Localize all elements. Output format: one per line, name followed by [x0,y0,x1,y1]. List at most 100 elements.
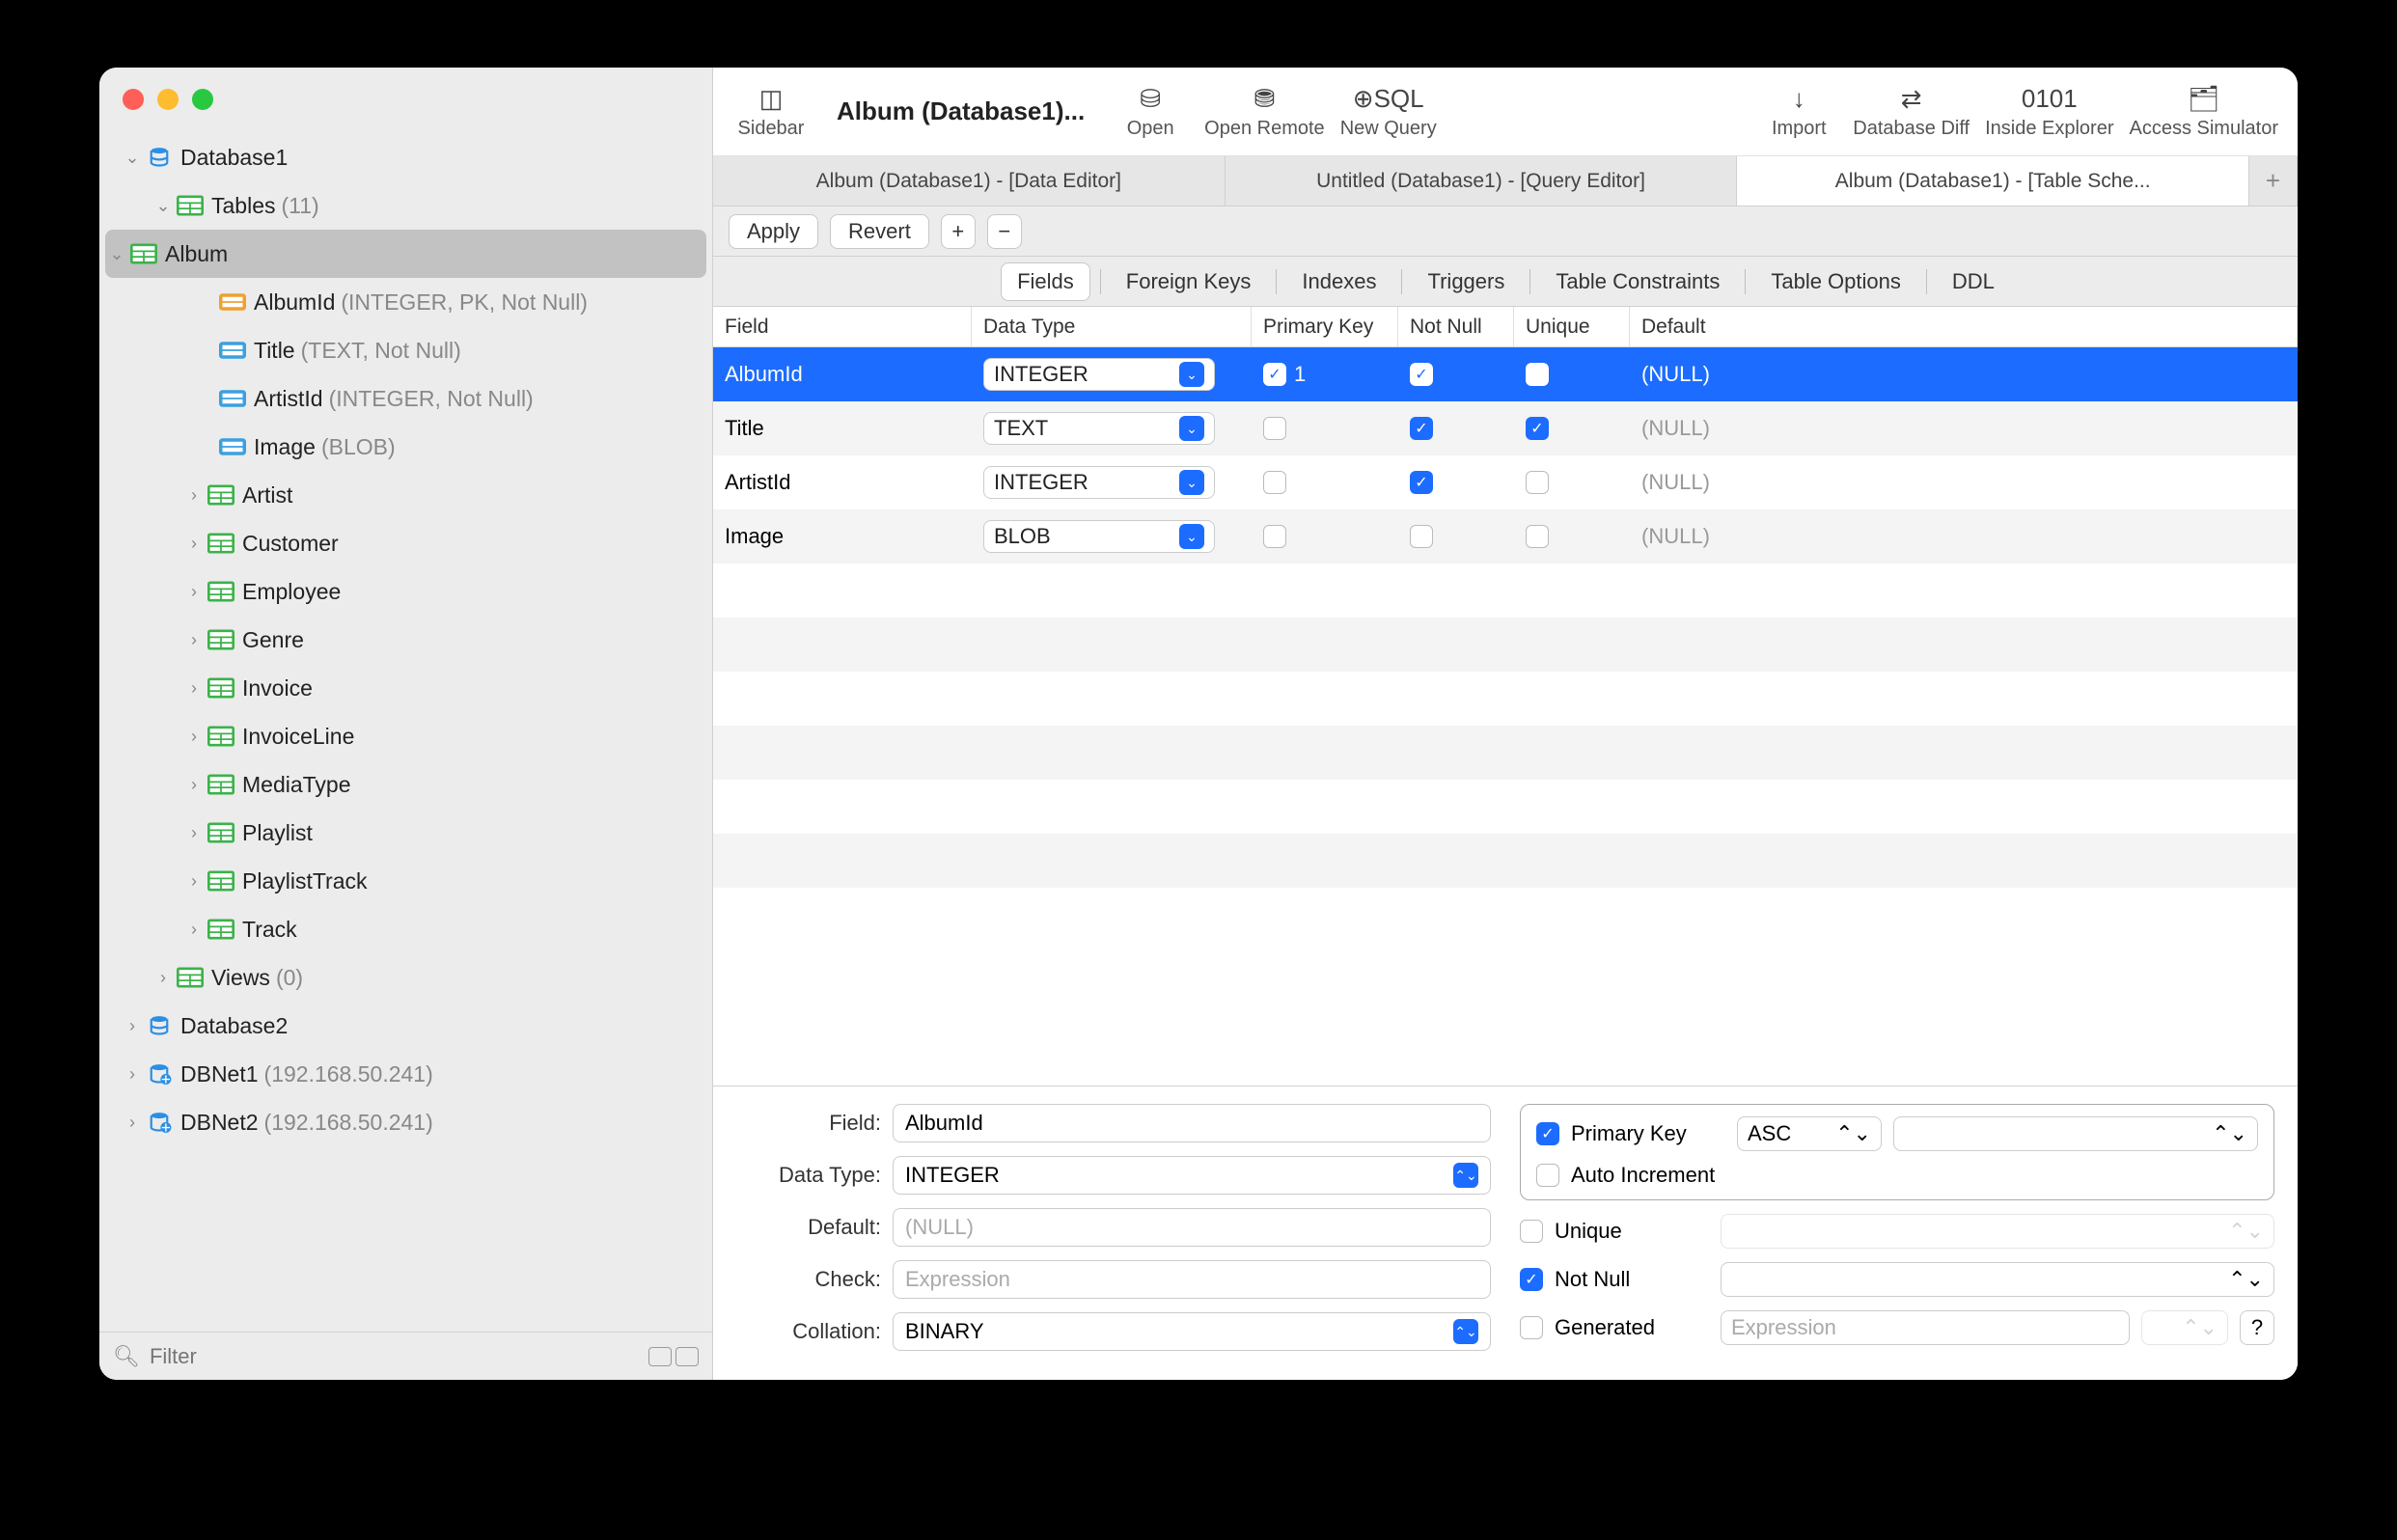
pk-checkbox[interactable] [1263,525,1286,548]
unique-conflict-select[interactable]: ⌃⌄ [1721,1214,2274,1249]
detail-default-input[interactable]: (NULL) [893,1208,1491,1247]
field-type-select[interactable]: TEXT⌄ [983,412,1215,445]
tables-group-node[interactable]: ⌄ Tables (11) [99,181,712,230]
table-node[interactable]: ›Playlist [99,809,712,857]
notnull-checkbox[interactable]: ✓ [1410,417,1433,440]
segment-table-options[interactable]: Table Options [1755,263,1916,300]
chevron-down-icon[interactable]: ⌄ [123,148,142,168]
unique-checkbox[interactable] [1526,363,1549,386]
field-name-cell[interactable]: Image [713,524,972,549]
segment-indexes[interactable]: Indexes [1286,263,1391,300]
pk-checkbox[interactable]: ✓ [1263,363,1286,386]
toolbar-sidebar-toggle[interactable]: ◫ Sidebar [732,83,810,140]
chevron-right-icon[interactable]: › [184,582,204,602]
pk-checkbox[interactable] [1263,417,1286,440]
field-name-cell[interactable]: ArtistId [713,470,972,495]
field-name-cell[interactable]: AlbumId [713,362,972,387]
chevron-down-icon[interactable]: ⌄ [107,244,126,264]
field-row[interactable]: ArtistId INTEGER⌄ ✓ (NULL) [713,455,2298,509]
revert-button[interactable]: Revert [830,214,929,249]
pk-checkbox[interactable] [1263,471,1286,494]
unique-checkbox[interactable]: ✓ [1526,417,1549,440]
minimize-window-button[interactable] [157,89,179,110]
chevron-right-icon[interactable]: › [184,823,204,843]
column-node[interactable]: AlbumId(INTEGER, PK, Not Null) [99,278,712,326]
document-tab[interactable]: Untitled (Database1) - [Query Editor] [1226,156,1738,206]
field-type-select[interactable]: BLOB⌄ [983,520,1215,553]
chevron-right-icon[interactable]: › [123,1113,142,1133]
default-cell[interactable]: (NULL) [1641,470,1710,495]
table-node[interactable]: ›Track [99,905,712,953]
segment-foreign-keys[interactable]: Foreign Keys [1111,263,1267,300]
help-button[interactable]: ? [2240,1310,2274,1345]
detail-type-select[interactable]: INTEGER⌃⌄ [893,1156,1491,1195]
detail-field-input[interactable]: AlbumId [893,1104,1491,1142]
detail-collation-select[interactable]: BINARY⌃⌄ [893,1312,1491,1351]
toolbar-access-simulator-button[interactable]: 🗂 Access Simulator [2130,83,2279,140]
default-cell[interactable]: (NULL) [1641,524,1710,549]
table-node[interactable]: ›Genre [99,616,712,664]
table-node[interactable]: ›Employee [99,567,712,616]
db-node-dbnet1[interactable]: › DBNet1 (192.168.50.241) [99,1050,712,1098]
unique-checkbox[interactable] [1520,1220,1543,1243]
remove-field-button[interactable]: − [987,214,1022,249]
pk-order-select[interactable]: ASC⌃⌄ [1737,1116,1882,1151]
table-node[interactable]: ›Customer [99,519,712,567]
document-tab[interactable]: Album (Database1) - [Table Sche... [1737,156,2249,206]
unique-checkbox[interactable] [1526,471,1549,494]
add-field-button[interactable]: + [941,214,976,249]
notnull-checkbox[interactable]: ✓ [1410,471,1433,494]
chevron-right-icon[interactable]: › [184,871,204,892]
apply-button[interactable]: Apply [729,214,818,249]
default-cell[interactable]: (NULL) [1641,416,1710,441]
table-node[interactable]: ›InvoiceLine [99,712,712,760]
field-row[interactable]: Image BLOB⌄ (NULL) [713,509,2298,564]
db-node-database2[interactable]: › Database2 [99,1002,712,1050]
toolbar-dbdiff-button[interactable]: ⇄ Database Diff [1853,83,1970,140]
new-tab-button[interactable]: + [2249,156,2298,206]
chevron-down-icon[interactable]: ⌄ [153,196,173,216]
table-node[interactable]: ›MediaType [99,760,712,809]
notnull-checkbox[interactable]: ✓ [1520,1268,1543,1291]
header-type[interactable]: Data Type [972,307,1252,346]
chevron-right-icon[interactable]: › [153,968,173,988]
segment-table-constraints[interactable]: Table Constraints [1540,263,1735,300]
field-row[interactable]: Title TEXT⌄ ✓ ✓ (NULL) [713,401,2298,455]
header-def[interactable]: Default [1630,307,2298,346]
layout-grid-icon[interactable] [648,1347,672,1366]
chevron-right-icon[interactable]: › [184,727,204,747]
default-cell[interactable]: (NULL) [1641,362,1710,387]
db-node-dbnet2[interactable]: › DBNet2 (192.168.50.241) [99,1098,712,1146]
field-name-cell[interactable]: Title [713,416,972,441]
notnull-checkbox[interactable] [1410,525,1433,548]
toolbar-new-query-button[interactable]: ⊕SQL New Query [1340,83,1437,140]
field-row[interactable]: AlbumId INTEGER⌄ ✓1 ✓ (NULL) [713,347,2298,401]
close-window-button[interactable] [123,89,144,110]
unique-checkbox[interactable] [1526,525,1549,548]
chevron-right-icon[interactable]: › [184,534,204,554]
toolbar-import-button[interactable]: ↓ Import [1760,83,1837,140]
sidebar-filter-input[interactable] [150,1344,639,1369]
column-node[interactable]: Image(BLOB) [99,423,712,471]
column-node[interactable]: ArtistId(INTEGER, Not Null) [99,374,712,423]
notnull-conflict-select[interactable]: ⌃⌄ [1721,1262,2274,1297]
toolbar-open-remote-button[interactable]: ⛃ Open Remote [1204,83,1325,140]
chevron-right-icon[interactable]: › [123,1064,142,1085]
chevron-right-icon[interactable]: › [184,630,204,650]
autoinc-checkbox[interactable] [1536,1164,1559,1187]
layout-list-icon[interactable] [675,1347,699,1366]
toolbar-inside-explorer-button[interactable]: 0101 Inside Explorer [1985,83,2113,140]
chevron-right-icon[interactable]: › [184,485,204,506]
field-type-select[interactable]: INTEGER⌄ [983,358,1215,391]
db-node-database1[interactable]: ⌄ Database1 [99,133,712,181]
header-field[interactable]: Field [713,307,972,346]
table-node[interactable]: ›PlaylistTrack [99,857,712,905]
table-node[interactable]: ›Invoice [99,664,712,712]
table-node-album[interactable]: ⌄ Album [105,230,706,278]
header-uq[interactable]: Unique [1514,307,1630,346]
chevron-right-icon[interactable]: › [184,920,204,940]
document-tab[interactable]: Album (Database1) - [Data Editor] [713,156,1226,206]
detail-check-input[interactable]: Expression [893,1260,1491,1299]
segment-triggers[interactable]: Triggers [1412,263,1520,300]
generated-type-select[interactable]: ⌃⌄ [2141,1310,2228,1345]
